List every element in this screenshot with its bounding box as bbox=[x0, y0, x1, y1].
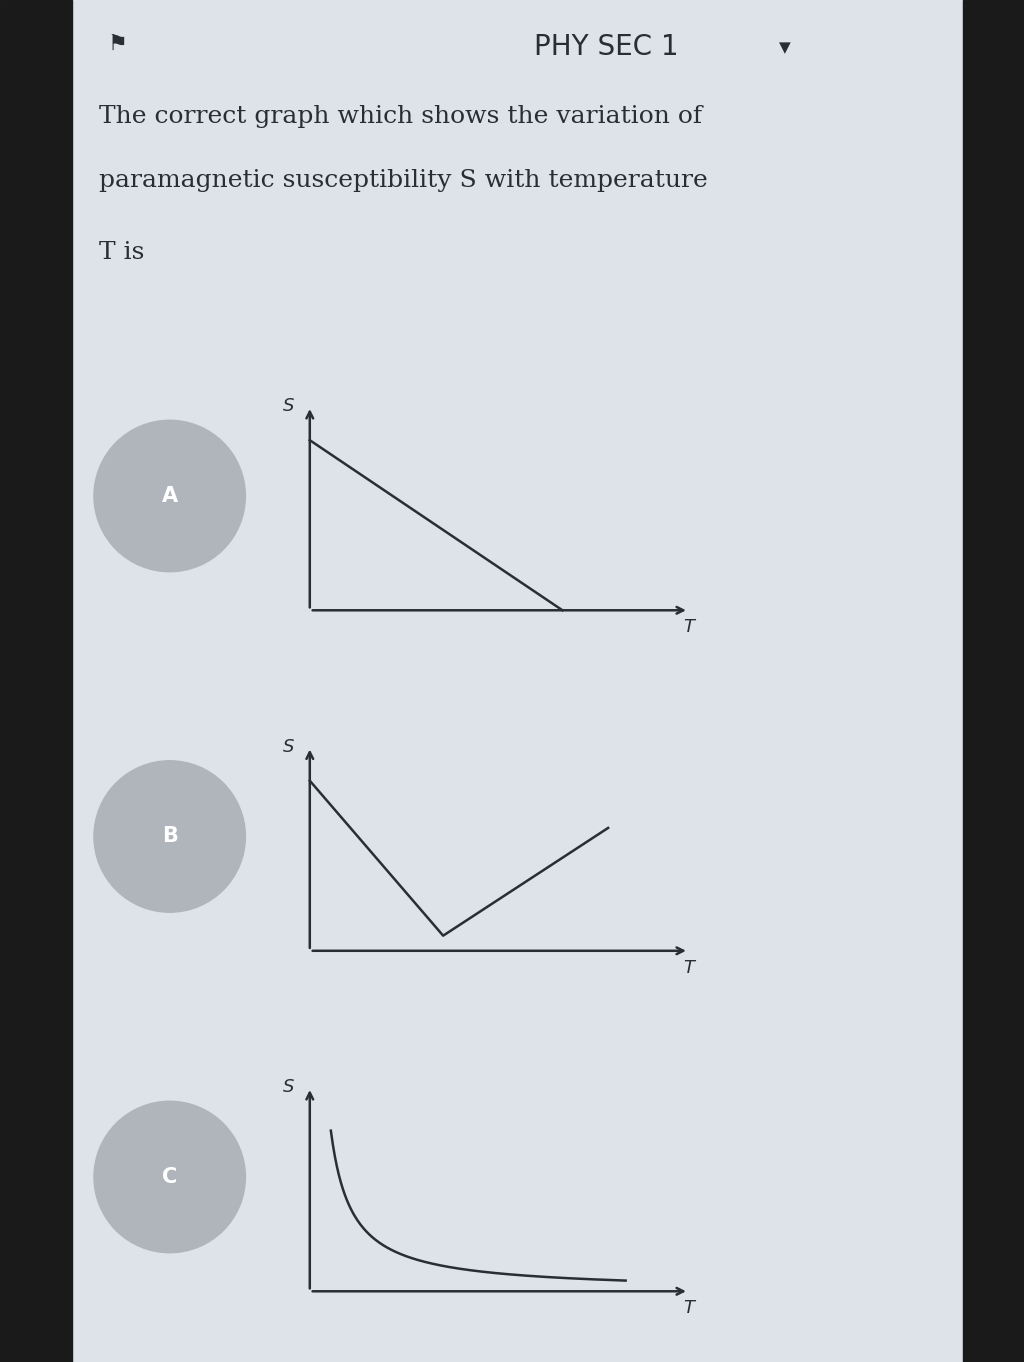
Text: B: B bbox=[162, 827, 177, 847]
Text: S: S bbox=[283, 738, 295, 756]
Text: ▼: ▼ bbox=[778, 39, 791, 54]
Text: S: S bbox=[283, 398, 295, 415]
Text: T: T bbox=[683, 959, 694, 977]
Text: S: S bbox=[283, 1079, 295, 1096]
Ellipse shape bbox=[94, 761, 246, 913]
Text: T: T bbox=[683, 1299, 694, 1317]
Text: T: T bbox=[683, 618, 694, 636]
Text: C: C bbox=[162, 1167, 177, 1188]
Ellipse shape bbox=[94, 421, 246, 572]
Text: paramagnetic susceptibility S with temperature: paramagnetic susceptibility S with tempe… bbox=[99, 169, 708, 192]
Ellipse shape bbox=[94, 1102, 246, 1253]
Text: The correct graph which shows the variation of: The correct graph which shows the variat… bbox=[99, 105, 702, 128]
Text: PHY SEC 1: PHY SEC 1 bbox=[534, 33, 679, 61]
Text: A: A bbox=[162, 486, 178, 507]
Text: T is: T is bbox=[99, 241, 144, 263]
Text: ⚑: ⚑ bbox=[108, 34, 127, 53]
